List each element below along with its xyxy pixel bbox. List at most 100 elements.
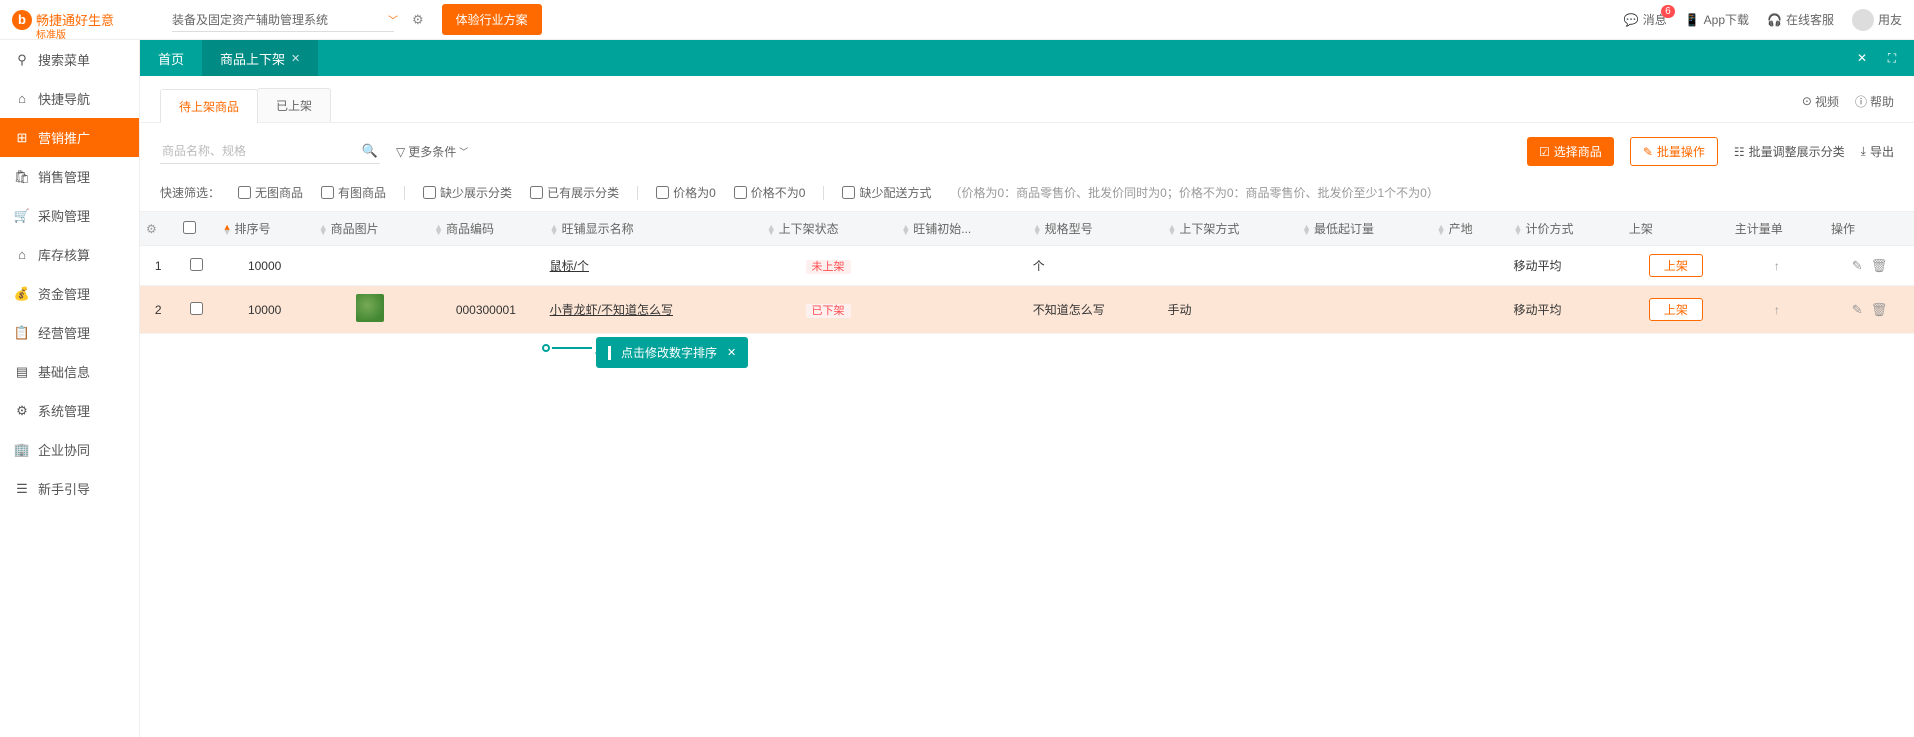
arrow-up-icon[interactable]: ↑ [1774, 303, 1780, 317]
col-header-10[interactable]: ▲▼最低起订量 [1296, 212, 1431, 246]
search-icon[interactable]: 🔍 [362, 143, 378, 159]
filter-icon: ▽ [396, 145, 405, 159]
search-input[interactable] [160, 139, 380, 164]
filter-checkbox-1[interactable]: 有图商品 [321, 184, 386, 201]
arrow-up-icon[interactable]: ↑ [1774, 259, 1780, 273]
export-button[interactable]: ⤓导出 [1861, 143, 1894, 160]
checkbox[interactable] [530, 186, 543, 199]
tabs-bar: 首页商品上下架✕ ✕ ⛶ [140, 40, 1914, 76]
service-link[interactable]: 🎧 在线客服 [1767, 11, 1834, 28]
sidebar-item-8[interactable]: ▤基础信息 [0, 352, 139, 391]
sidebar-item-0[interactable]: ⚲搜索菜单 [0, 40, 139, 79]
edit-icon[interactable]: ✎ [1852, 302, 1863, 317]
product-name-link[interactable]: 小青龙虾/不知道怎么写 [550, 303, 673, 317]
sidebar-item-5[interactable]: ⌂库存核算 [0, 235, 139, 274]
delete-icon[interactable]: 🗑 [1871, 258, 1888, 273]
col-header-12[interactable]: ▲▼计价方式 [1508, 212, 1623, 246]
shelf-button[interactable]: 上架 [1649, 254, 1703, 277]
gear-icon[interactable]: ⚙ [146, 222, 157, 236]
batch-category-button[interactable]: ☷批量调整展示分类 [1734, 143, 1845, 160]
table-row[interactable]: 210000000300001小青龙虾/不知道怎么写已下架不知道怎么写手动移动平… [140, 286, 1914, 334]
row-checkbox[interactable] [190, 302, 203, 315]
checkbox[interactable] [842, 186, 855, 199]
tab-0[interactable]: 首页 [140, 40, 202, 76]
sidebar-label: 快捷导航 [38, 89, 90, 108]
sidebar-item-10[interactable]: 🏢企业协同 [0, 430, 139, 469]
filter-checkbox-5[interactable]: 价格不为0 [734, 184, 806, 201]
messages-link[interactable]: 💬 消息 6 [1624, 11, 1667, 28]
col-header-3[interactable]: ▲▼商品图片 [313, 212, 428, 246]
tab-close-icon[interactable]: ✕ [1848, 44, 1876, 72]
filter-checkbox-6[interactable]: 缺少配送方式 [842, 184, 931, 201]
status-badge: 已下架 [806, 304, 851, 318]
product-name-link[interactable]: 鼠标/个 [550, 259, 589, 273]
pricing: 移动平均 [1508, 286, 1623, 334]
checkbox[interactable] [656, 186, 669, 199]
sidebar-item-7[interactable]: 📋经营管理 [0, 313, 139, 352]
sort-value[interactable]: 10000 [217, 246, 313, 286]
method [1161, 246, 1296, 286]
sidebar-item-3[interactable]: 🛍销售管理 [0, 157, 139, 196]
col-header-7[interactable]: ▲▼旺铺初始... [895, 212, 1026, 246]
check-icon: ☑ [1539, 145, 1550, 159]
sidebar-icon: 🛒 [14, 208, 30, 224]
subtab-0[interactable]: 待上架商品 [160, 89, 258, 123]
subtab-1[interactable]: 已上架 [257, 88, 331, 122]
tooltip-close-icon[interactable]: ✕ [727, 346, 736, 359]
sidebar-item-6[interactable]: 💰资金管理 [0, 274, 139, 313]
checkbox[interactable] [321, 186, 334, 199]
sidebar-icon: 💰 [14, 286, 30, 302]
more-conditions[interactable]: ▽ 更多条件 ﹀ [396, 143, 468, 160]
video-link[interactable]: ⊙视频 [1802, 93, 1839, 110]
col-header-9[interactable]: ▲▼上下架方式 [1161, 212, 1296, 246]
col-header-8[interactable]: ▲▼规格型号 [1027, 212, 1162, 246]
col-header-11[interactable]: ▲▼产地 [1431, 212, 1508, 246]
select-all-checkbox[interactable] [183, 221, 196, 234]
trial-button[interactable]: 体验行业方案 [442, 4, 542, 35]
checkbox[interactable] [238, 186, 251, 199]
row-checkbox[interactable] [190, 258, 203, 271]
tab-expand-icon[interactable]: ⛶ [1878, 44, 1906, 72]
close-icon[interactable]: ✕ [291, 52, 300, 65]
sidebar-item-4[interactable]: 🛒采购管理 [0, 196, 139, 235]
export-icon: ⤓ [1861, 144, 1866, 159]
col-header-13[interactable]: 上架 [1623, 212, 1729, 246]
col-header-15[interactable]: 操作 [1825, 212, 1914, 246]
col-header-2[interactable]: ▲▼排序号 [217, 212, 313, 246]
filter-checkbox-0[interactable]: 无图商品 [238, 184, 303, 201]
sidebar-item-2[interactable]: ⊞营销推广 [0, 118, 139, 157]
col-header-1[interactable] [177, 212, 217, 246]
col-header-5[interactable]: ▲▼旺铺显示名称 [544, 212, 761, 246]
filter-hint: （价格为0：商品零售价、批发价同时为0；价格不为0：商品零售价、批发价至少1个不… [949, 184, 1438, 201]
col-header-14[interactable]: 主计量单 [1729, 212, 1825, 246]
filter-checkbox-2[interactable]: 缺少展示分类 [423, 184, 512, 201]
checkbox[interactable] [423, 186, 436, 199]
table-row[interactable]: 110000鼠标/个未上架个移动平均上架↑✎🗑 [140, 246, 1914, 286]
delete-icon[interactable]: 🗑 [1871, 302, 1888, 317]
sidebar-item-9[interactable]: ⚙系统管理 [0, 391, 139, 430]
col-header-4[interactable]: ▲▼商品编码 [428, 212, 544, 246]
filter-checkbox-4[interactable]: 价格为0 [656, 184, 716, 201]
app-label: App下载 [1704, 11, 1749, 28]
user-menu[interactable]: 用友 [1852, 9, 1902, 31]
pricing: 移动平均 [1508, 246, 1623, 286]
edit-icon[interactable]: ✎ [1852, 258, 1863, 273]
app-download-link[interactable]: 📱 App下载 [1685, 11, 1749, 28]
sidebar-item-1[interactable]: ⌂快捷导航 [0, 79, 139, 118]
sidebar-icon: ⊞ [14, 130, 30, 146]
help-link[interactable]: ⓘ帮助 [1855, 93, 1894, 110]
sidebar-icon: ☰ [14, 481, 30, 497]
col-header-6[interactable]: ▲▼上下架状态 [761, 212, 896, 246]
gear-icon[interactable]: ⚙ [412, 12, 424, 28]
system-selector[interactable]: 装备及固定资产辅助管理系统 ﹀ ⚙ [172, 11, 424, 28]
sidebar-item-11[interactable]: ☰新手引导 [0, 469, 139, 508]
shelf-button[interactable]: 上架 [1649, 298, 1703, 321]
checkbox[interactable] [734, 186, 747, 199]
batch-operate-button[interactable]: ✎批量操作 [1630, 137, 1718, 166]
col-header-0[interactable]: ⚙ [140, 212, 177, 246]
filter-checkbox-3[interactable]: 已有展示分类 [530, 184, 619, 201]
sidebar-icon: 🛍 [14, 169, 30, 185]
tab-1[interactable]: 商品上下架✕ [202, 40, 318, 76]
sort-value[interactable]: 10000 [217, 286, 313, 334]
select-goods-button[interactable]: ☑选择商品 [1527, 137, 1614, 166]
